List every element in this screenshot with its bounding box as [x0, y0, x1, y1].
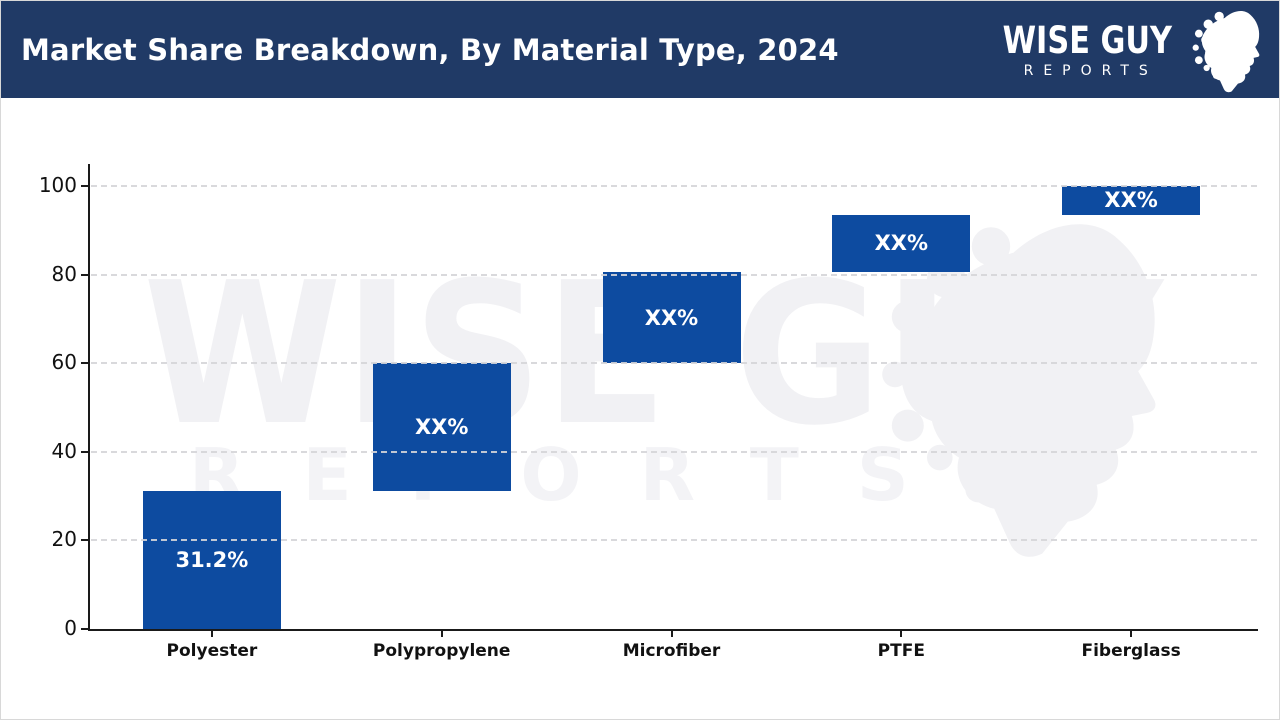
brand-logo-text: WISE GUY REPORTS	[984, 22, 1191, 79]
y-tick-mark	[81, 273, 89, 276]
x-tick-mark	[1130, 631, 1133, 637]
y-tick-mark	[81, 362, 89, 365]
y-tick-label: 60	[51, 350, 77, 375]
watermark-head-icon	[882, 224, 1156, 557]
x-tick-mark	[900, 631, 903, 637]
bar-fiberglass: XX%	[1062, 186, 1201, 215]
bar-value-label: XX%	[874, 231, 929, 256]
y-tick-label: 100	[38, 173, 77, 197]
y-tick-mark	[81, 539, 89, 542]
y-tick-label: 80	[51, 261, 77, 286]
y-tick-label: 20	[51, 527, 77, 552]
gridline-60	[91, 362, 1257, 365]
bar-value-label: 31.2%	[175, 547, 249, 572]
bar-value-label: XX%	[414, 414, 469, 439]
x-axis-label: PTFE	[877, 641, 925, 661]
x-axis-label: Polypropylene	[372, 641, 511, 661]
x-tick-mark	[440, 631, 443, 637]
gridline-40	[91, 450, 1257, 453]
y-tick-mark	[81, 185, 89, 187]
x-axis-label: Fiberglass	[1081, 641, 1181, 661]
gridline-20	[91, 539, 1257, 542]
bar-polyester: 31.2%	[142, 490, 281, 629]
header-bar: Market Share Breakdown, By Material Type…	[1, 1, 1279, 98]
y-axis-line	[88, 164, 90, 630]
page-title: Market Share Breakdown, By Material Type…	[21, 32, 839, 67]
bar-value-label: XX%	[644, 305, 699, 330]
y-tick-label: 40	[51, 438, 77, 463]
bar-microfiber: XX%	[602, 271, 741, 364]
x-axis-label: Polyester	[166, 641, 258, 661]
bar-ptfe: XX%	[832, 214, 971, 272]
brand-head-icon	[1192, 10, 1260, 93]
brand-name: WISE GUY	[1002, 18, 1173, 62]
y-tick-mark	[81, 628, 89, 630]
bar-value-label: XX%	[1104, 188, 1158, 213]
bar-polypropylene: XX%	[372, 363, 511, 491]
y-tick-label: 0	[64, 616, 77, 640]
gridline-100	[91, 185, 1257, 187]
x-tick-mark	[670, 631, 673, 637]
x-axis-label: Microfiber	[622, 641, 721, 661]
x-tick-mark	[210, 631, 213, 637]
brand-subname: REPORTS	[1023, 62, 1158, 79]
x-axis-line	[88, 629, 1258, 631]
gridline-80	[91, 273, 1257, 276]
brand-logo: WISE GUY REPORTS	[984, 7, 1269, 93]
y-tick-mark	[81, 450, 89, 453]
